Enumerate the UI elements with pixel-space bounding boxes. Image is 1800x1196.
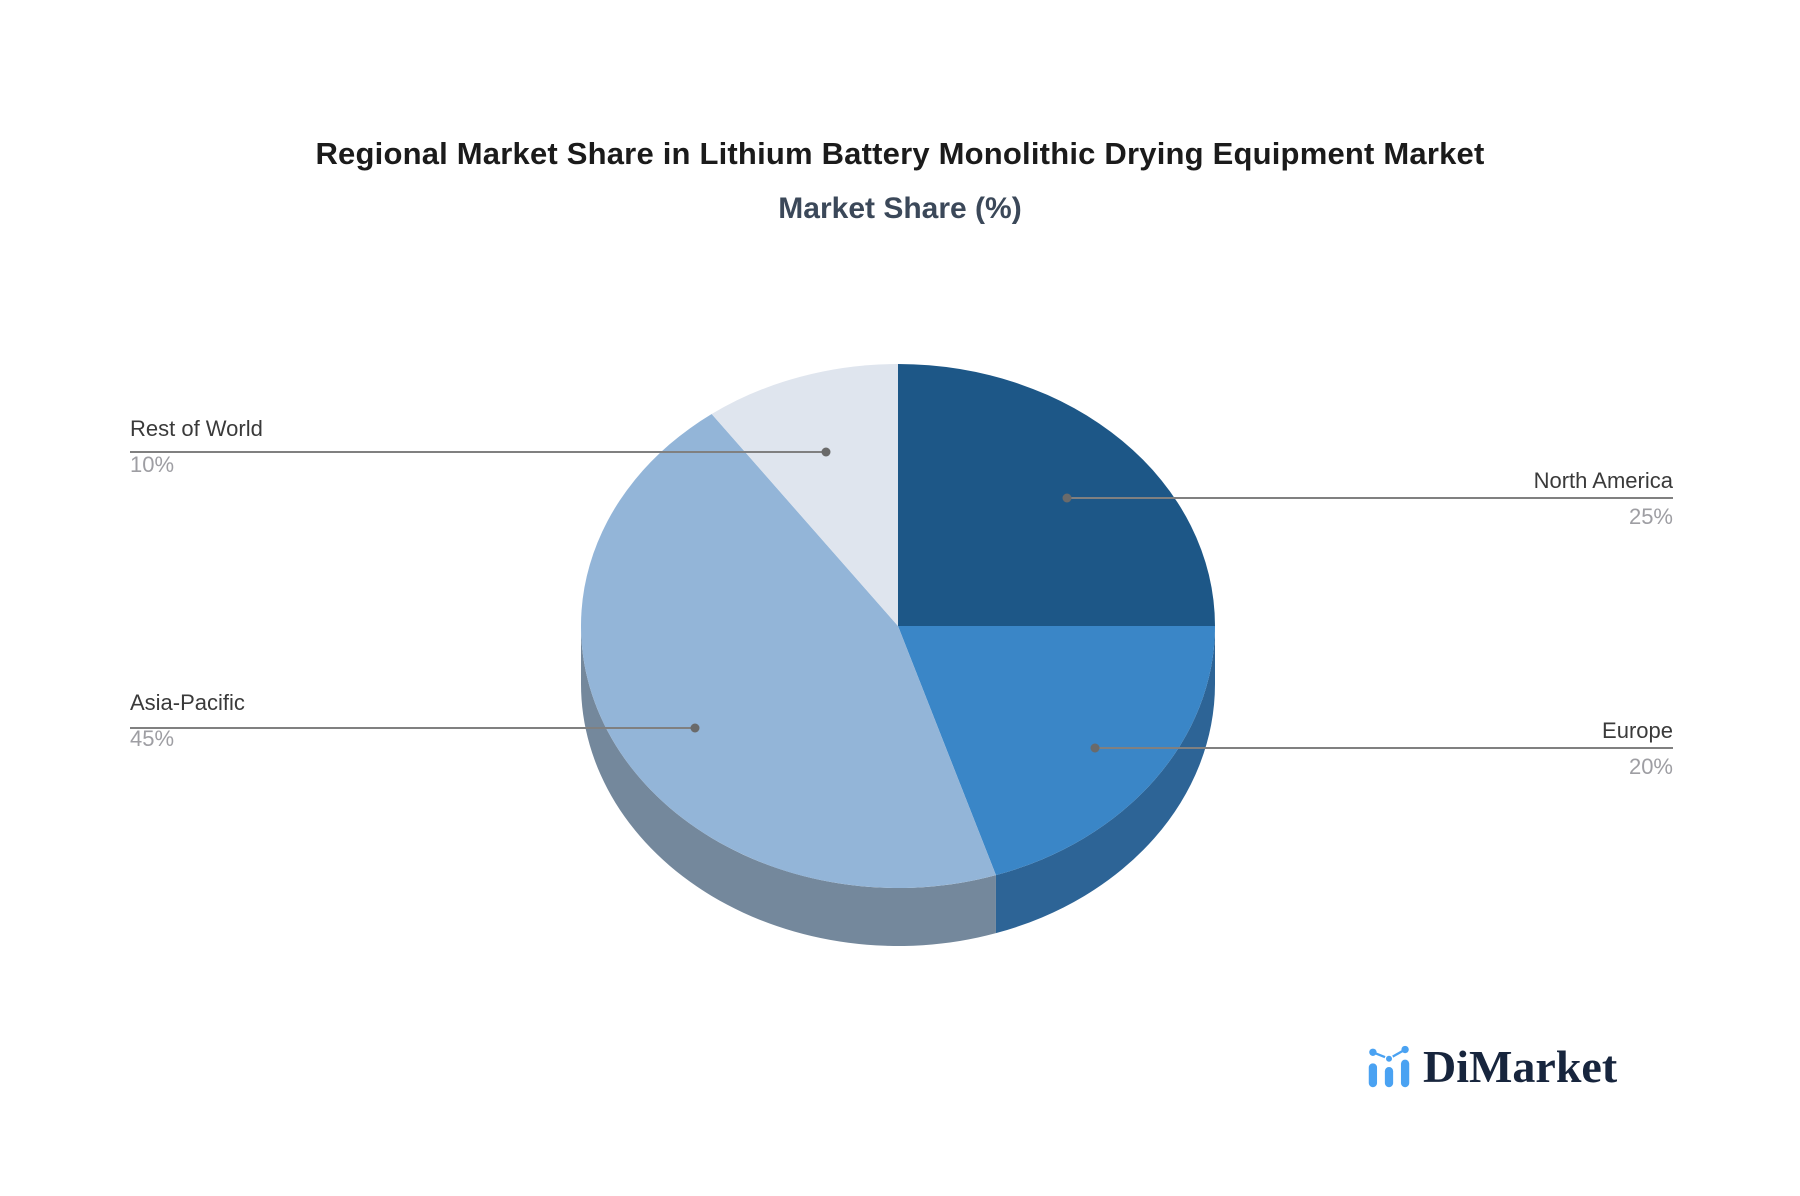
pie-slice-europe[interactable] bbox=[898, 626, 1215, 876]
callout-value: 20% bbox=[1628, 754, 1673, 779]
pie-slice-asia-pacific[interactable] bbox=[580, 414, 996, 889]
callout-value: 10% bbox=[130, 452, 175, 477]
callout-label: North America bbox=[1533, 468, 1673, 493]
pie-depth-asia-pacific bbox=[581, 626, 996, 947]
pie-slice-rest-of-world[interactable] bbox=[711, 364, 898, 626]
callout-rest-of-world: Rest of World 10% bbox=[130, 416, 263, 478]
callout-europe: Europe 20% bbox=[1602, 718, 1673, 780]
bar-line-chart-icon bbox=[1368, 1045, 1410, 1088]
callout-value: 45% bbox=[130, 726, 175, 751]
callout-north-america: North America 25% bbox=[1534, 468, 1673, 530]
callout-label: Asia-Pacific bbox=[130, 690, 245, 715]
callout-asia-pacific: Asia-Pacific 45% bbox=[130, 690, 245, 752]
brand-logo: DiMarket bbox=[1366, 1040, 1617, 1090]
pie-slice-north-america[interactable] bbox=[898, 364, 1215, 626]
brand-name: DiMarket bbox=[1423, 1041, 1618, 1092]
leader-dot-rest-of-world bbox=[821, 447, 831, 457]
callout-value: 25% bbox=[1628, 504, 1673, 529]
leader-dot-north-america bbox=[1062, 493, 1072, 503]
chart-subtitle: Market Share (%) bbox=[778, 192, 1022, 225]
callout-label: Europe bbox=[1602, 718, 1673, 743]
leader-dot-asia-pacific bbox=[690, 723, 700, 733]
leader-dot-europe bbox=[1090, 743, 1100, 753]
pie-depth-europe bbox=[995, 626, 1215, 934]
callout-label: Rest of World bbox=[130, 416, 263, 441]
chart-title: Regional Market Share in Lithium Battery… bbox=[315, 136, 1485, 171]
